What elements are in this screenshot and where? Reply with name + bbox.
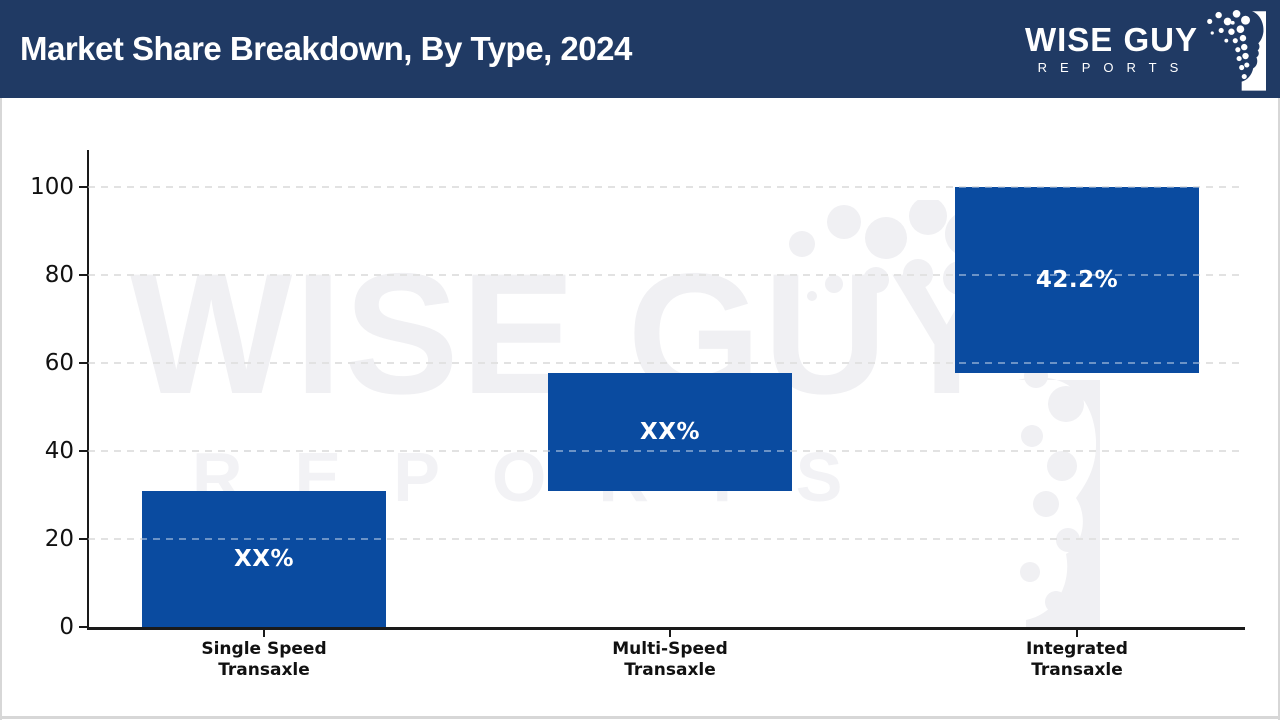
gridline-overlay-80 [88, 274, 1245, 276]
bar-segment [955, 187, 1199, 373]
gridline-overlay-40 [88, 450, 1245, 452]
y-tick-mark-20 [79, 538, 88, 540]
y-tick-label-40: 40 [44, 438, 74, 464]
gridline-overlay-60 [88, 362, 1245, 364]
wise-guy-reports-logo: WISE GUY REPORTS [1025, 0, 1266, 98]
category-label: Multi-Speed Transaxle [520, 639, 820, 680]
y-tick-mark-100 [79, 186, 88, 188]
category-label-line: Transaxle [1031, 659, 1123, 680]
bar-value-label: XX% [233, 546, 294, 572]
y-tick-label-80: 80 [44, 262, 74, 288]
y-tick-label-0: 0 [59, 614, 74, 640]
category-label: Integrated Transaxle [927, 639, 1227, 680]
header-band: Market Share Breakdown, By Type, 2024 WI… [0, 0, 1280, 98]
y-tick-mark-60 [79, 362, 88, 364]
logo-wordmark: WISE GUY [1024, 20, 1198, 58]
category-label-line: Transaxle [624, 659, 716, 680]
page-edge-bottom [0, 716, 1280, 719]
page-edge-right [1278, 98, 1280, 720]
category-label-line: Single Speed [201, 639, 327, 659]
x-tick-mark [1076, 628, 1078, 637]
x-axis-line [87, 627, 1245, 630]
y-tick-mark-0 [79, 626, 88, 628]
y-tick-mark-80 [79, 274, 88, 276]
gridline-80 [88, 274, 1245, 276]
bar-segment [142, 491, 386, 627]
y-tick-label-100: 100 [30, 174, 74, 200]
gridline-100 [88, 186, 1245, 188]
y-tick-mark-40 [79, 450, 88, 452]
logo-subtitle: REPORTS [1037, 60, 1192, 76]
x-tick-mark [263, 628, 265, 637]
bar-value-label: XX% [639, 418, 700, 445]
category-label-line: Transaxle [218, 659, 310, 680]
y-tick-label-60: 60 [44, 350, 74, 376]
dotted-face-icon [1207, 9, 1266, 91]
y-axis-line [87, 150, 89, 630]
x-tick-mark [669, 628, 671, 637]
gridline-overlay-100 [88, 186, 1245, 188]
bar-value-label: 42.2% [1035, 266, 1119, 293]
page-title: Market Share Breakdown, By Type, 2024 [20, 30, 632, 67]
logo-text: WISE GUY REPORTS [1024, 20, 1198, 76]
gridline-20 [88, 538, 1245, 540]
category-label-line: Integrated [1026, 639, 1128, 659]
category-label: Single Speed Transaxle [114, 639, 414, 680]
bar-segment [548, 372, 792, 492]
y-tick-label-20: 20 [44, 526, 74, 552]
category-label-line: Multi-Speed [612, 639, 728, 659]
gridline-overlay-20 [88, 538, 1245, 540]
page-edge-left [0, 98, 2, 720]
gridline-60 [88, 362, 1245, 364]
